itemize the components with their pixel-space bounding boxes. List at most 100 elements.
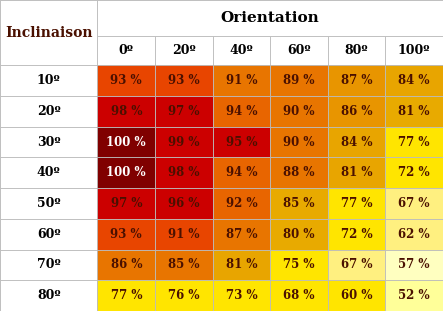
Text: 99 %: 99 % — [168, 136, 200, 149]
Text: 88 %: 88 % — [283, 166, 315, 179]
Bar — [385, 219, 443, 249]
Bar — [155, 36, 213, 65]
Text: 97 %: 97 % — [110, 197, 142, 210]
Bar — [97, 188, 155, 219]
Text: 85 %: 85 % — [168, 258, 200, 272]
Bar — [270, 249, 328, 280]
Text: 94 %: 94 % — [225, 105, 257, 118]
Bar — [385, 249, 443, 280]
Text: 20º: 20º — [172, 44, 196, 57]
Bar — [270, 188, 328, 219]
Bar — [213, 65, 270, 96]
Text: Orientation: Orientation — [221, 11, 319, 25]
Bar — [328, 249, 385, 280]
Text: 81 %: 81 % — [225, 258, 257, 272]
Bar — [155, 280, 213, 311]
Text: 80 %: 80 % — [283, 228, 315, 241]
Text: 98 %: 98 % — [168, 166, 200, 179]
Text: 97 %: 97 % — [168, 105, 200, 118]
Bar — [213, 219, 270, 249]
Text: 68 %: 68 % — [283, 289, 315, 302]
Bar — [213, 36, 270, 65]
Bar — [385, 188, 443, 219]
Bar — [213, 188, 270, 219]
Text: 95 %: 95 % — [225, 136, 257, 149]
Bar — [155, 96, 213, 127]
Bar — [328, 65, 385, 96]
Text: 30º: 30º — [37, 136, 61, 149]
Bar — [213, 249, 270, 280]
Bar — [213, 96, 270, 127]
Bar — [0, 96, 97, 127]
Text: 100º: 100º — [398, 44, 431, 57]
Bar — [97, 127, 155, 157]
Text: 73 %: 73 % — [225, 289, 257, 302]
Bar — [270, 127, 328, 157]
Text: 81 %: 81 % — [398, 105, 430, 118]
Bar — [270, 96, 328, 127]
Bar — [0, 280, 97, 311]
Bar — [97, 0, 443, 36]
Bar — [97, 280, 155, 311]
Text: 92 %: 92 % — [225, 197, 257, 210]
Bar — [385, 65, 443, 96]
Text: 60º: 60º — [37, 228, 61, 241]
Text: 86 %: 86 % — [341, 105, 373, 118]
Bar — [97, 157, 155, 188]
Bar — [0, 188, 97, 219]
Text: 57 %: 57 % — [398, 258, 430, 272]
Bar — [0, 157, 97, 188]
Bar — [0, 127, 97, 157]
Text: 80º: 80º — [345, 44, 369, 57]
Bar — [97, 219, 155, 249]
Bar — [97, 36, 155, 65]
Text: 80º: 80º — [37, 289, 61, 302]
Text: 77 %: 77 % — [398, 136, 430, 149]
Text: 20º: 20º — [37, 105, 61, 118]
Text: 70º: 70º — [37, 258, 61, 272]
Text: 89 %: 89 % — [283, 74, 315, 87]
Text: 96 %: 96 % — [168, 197, 200, 210]
Text: 72 %: 72 % — [398, 166, 430, 179]
Text: 60º: 60º — [287, 44, 311, 57]
Bar — [97, 249, 155, 280]
Bar — [270, 280, 328, 311]
Bar — [328, 219, 385, 249]
Text: 84 %: 84 % — [398, 74, 430, 87]
Text: 90 %: 90 % — [283, 136, 315, 149]
Text: 0º: 0º — [119, 44, 134, 57]
Text: 72 %: 72 % — [341, 228, 373, 241]
Text: 10º: 10º — [37, 74, 61, 87]
Bar — [213, 157, 270, 188]
Bar — [155, 219, 213, 249]
Text: 77 %: 77 % — [341, 197, 373, 210]
Text: 50º: 50º — [37, 197, 61, 210]
Text: 84 %: 84 % — [341, 136, 373, 149]
Text: 67 %: 67 % — [341, 258, 373, 272]
Bar — [328, 96, 385, 127]
Bar — [270, 36, 328, 65]
Bar — [213, 127, 270, 157]
Text: 90 %: 90 % — [283, 105, 315, 118]
Text: 62 %: 62 % — [398, 228, 430, 241]
Bar — [155, 249, 213, 280]
Bar — [385, 157, 443, 188]
Text: 40º: 40º — [37, 166, 61, 179]
Text: 93 %: 93 % — [110, 74, 142, 87]
Text: 75 %: 75 % — [283, 258, 315, 272]
Bar — [155, 65, 213, 96]
Text: 81 %: 81 % — [341, 166, 373, 179]
Bar — [155, 157, 213, 188]
Text: 91 %: 91 % — [168, 228, 200, 241]
Text: 93 %: 93 % — [110, 228, 142, 241]
Bar — [270, 219, 328, 249]
Bar — [270, 157, 328, 188]
Text: 100 %: 100 % — [106, 136, 146, 149]
Text: 98 %: 98 % — [110, 105, 142, 118]
Bar — [385, 280, 443, 311]
Bar — [97, 65, 155, 96]
Bar — [270, 65, 328, 96]
Bar — [155, 127, 213, 157]
Text: 85 %: 85 % — [283, 197, 315, 210]
Text: 77 %: 77 % — [110, 289, 142, 302]
